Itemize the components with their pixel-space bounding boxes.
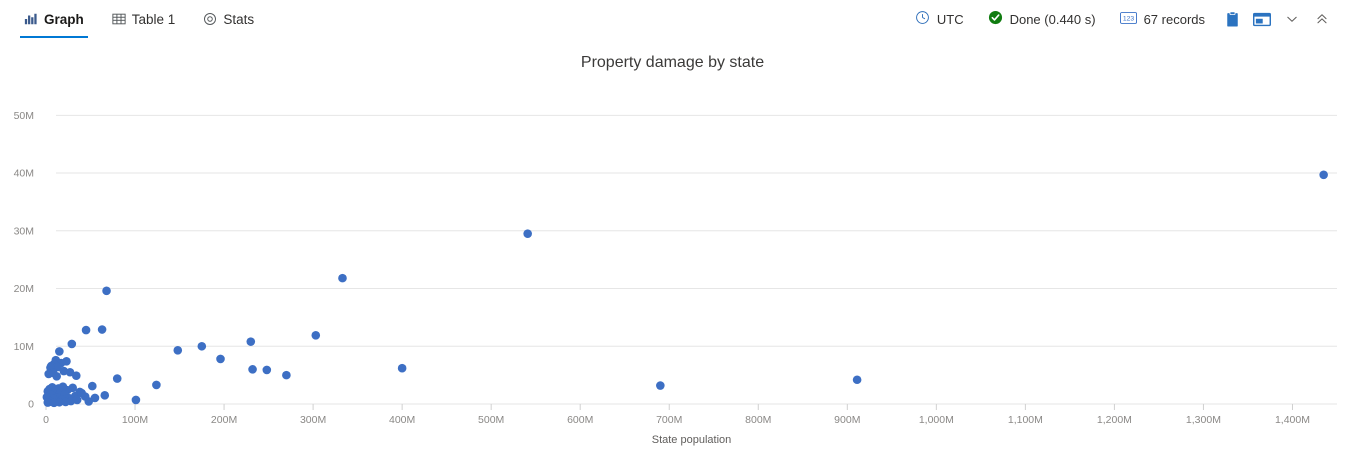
tab-stats-label: Stats xyxy=(223,11,255,27)
x-tick-label: 0 xyxy=(43,414,49,426)
layout-panel-icon[interactable] xyxy=(1247,0,1277,38)
scatter-point[interactable] xyxy=(216,354,225,364)
y-tick-label: 0 xyxy=(28,399,34,411)
scatter-point[interactable] xyxy=(87,381,97,391)
data-points[interactable] xyxy=(42,170,1328,408)
clipboard-icon[interactable] xyxy=(1217,0,1247,38)
scatter-point[interactable] xyxy=(77,388,86,398)
x-tick-label: 100M xyxy=(122,414,148,426)
query-status[interactable]: Done (0.440 s) xyxy=(976,0,1108,38)
y-tick-label: 20M xyxy=(14,283,34,295)
scatter-point[interactable] xyxy=(102,286,111,296)
chevron-down-icon[interactable] xyxy=(1277,0,1307,38)
query-status-label: Done (0.440 s) xyxy=(1009,11,1096,27)
status-area: UTC Done (0.440 s) 123 67 records xyxy=(903,0,1345,38)
gridlines xyxy=(56,114,1337,405)
timezone-status[interactable]: UTC xyxy=(903,0,976,38)
x-tick-label: 1,400M xyxy=(1275,414,1310,426)
scatter-point[interactable] xyxy=(84,397,94,406)
scatter-point[interactable] xyxy=(197,341,207,351)
scatter-point[interactable] xyxy=(262,365,272,375)
scatter-point[interactable] xyxy=(246,337,256,346)
scatter-point[interactable] xyxy=(1319,170,1328,180)
scatter-point[interactable] xyxy=(97,325,107,334)
x-tick-label: 200M xyxy=(211,414,237,426)
x-tick-label: 500M xyxy=(478,414,504,426)
x-tick-label: 1,100M xyxy=(1008,414,1043,426)
scatter-point[interactable] xyxy=(61,397,70,407)
x-axis-label: State population xyxy=(652,434,732,446)
x-tick-label: 1,300M xyxy=(1186,414,1221,426)
tab-stats[interactable]: Stats xyxy=(189,0,268,38)
top-toolbar: Graph Table 1 Stats xyxy=(0,0,1345,38)
y-tick-label: 30M xyxy=(14,225,34,237)
scatter-point[interactable] xyxy=(71,371,81,381)
scatter-point[interactable] xyxy=(43,398,53,407)
numeric-123-icon: 123 xyxy=(1119,11,1137,28)
chart-title: Property damage by state xyxy=(580,54,765,71)
x-tick-label: 600M xyxy=(567,414,593,426)
y-axis-ticks: 0 10M 20M 30M 40M 50M xyxy=(14,110,35,411)
success-check-icon xyxy=(988,10,1003,28)
scatter-point[interactable] xyxy=(112,374,122,383)
tab-graph[interactable]: Graph xyxy=(10,0,98,38)
record-count-status[interactable]: 123 67 records xyxy=(1108,0,1217,38)
scatter-point[interactable] xyxy=(49,398,59,408)
clock-icon xyxy=(915,10,930,28)
scatter-point[interactable] xyxy=(523,229,532,238)
x-tick-label: 400M xyxy=(389,414,415,426)
scatter-point[interactable] xyxy=(44,369,53,379)
scatter-point[interactable] xyxy=(311,330,321,340)
scatter-point[interactable] xyxy=(852,375,862,385)
tab-graph-label: Graph xyxy=(44,11,84,27)
scatter-point[interactable] xyxy=(152,380,161,390)
svg-text:123: 123 xyxy=(1122,15,1134,22)
scatter-point[interactable] xyxy=(52,371,61,381)
scatter-point[interactable] xyxy=(100,391,110,400)
y-tick-label: 40M xyxy=(14,168,34,180)
timezone-label: UTC xyxy=(936,11,964,27)
scatter-plot[interactable]: 0 10M 20M 30M 40M 50M 0 100M 200M 300M 400M 500M 60… xyxy=(0,38,1345,458)
tab-table-1[interactable]: Table 1 xyxy=(98,0,190,38)
y-tick-label: 50M xyxy=(14,110,34,122)
target-icon xyxy=(203,12,217,26)
x-tick-label: 700M xyxy=(656,414,682,426)
tab-table-1-label: Table 1 xyxy=(131,11,176,27)
table-icon xyxy=(112,12,126,26)
scatter-point[interactable] xyxy=(248,365,257,374)
scatter-point[interactable] xyxy=(72,395,82,405)
scatter-point[interactable] xyxy=(282,370,291,380)
x-tick-label: 300M xyxy=(300,414,326,426)
x-tick-label: 1,200M xyxy=(1097,414,1132,426)
scatter-point[interactable] xyxy=(397,363,407,373)
y-tick-label: 10M xyxy=(14,341,34,353)
record-count-label: 67 records xyxy=(1143,11,1205,27)
scatter-point[interactable] xyxy=(81,325,91,335)
chart-area: Property damage by state 0 10M 20M 30M 40M 50… xyxy=(0,38,1345,458)
scatter-point[interactable] xyxy=(338,273,347,283)
scatter-point[interactable] xyxy=(55,347,64,356)
double-chevron-up-icon[interactable] xyxy=(1307,0,1337,38)
x-tick-label: 800M xyxy=(745,414,771,426)
scatter-point[interactable] xyxy=(67,339,77,349)
scatter-point[interactable] xyxy=(173,346,183,355)
scatter-point[interactable] xyxy=(131,395,141,405)
scatter-point[interactable] xyxy=(656,381,665,390)
bar-chart-icon xyxy=(24,12,38,26)
x-axis-ticks: 0 100M 200M 300M 400M 500M 600M 700M 800M 900M 1,0… xyxy=(43,404,1310,426)
x-tick-label: 1,000M xyxy=(919,414,954,426)
x-tick-label: 900M xyxy=(834,414,860,426)
view-tabs: Graph Table 1 Stats xyxy=(0,0,268,38)
